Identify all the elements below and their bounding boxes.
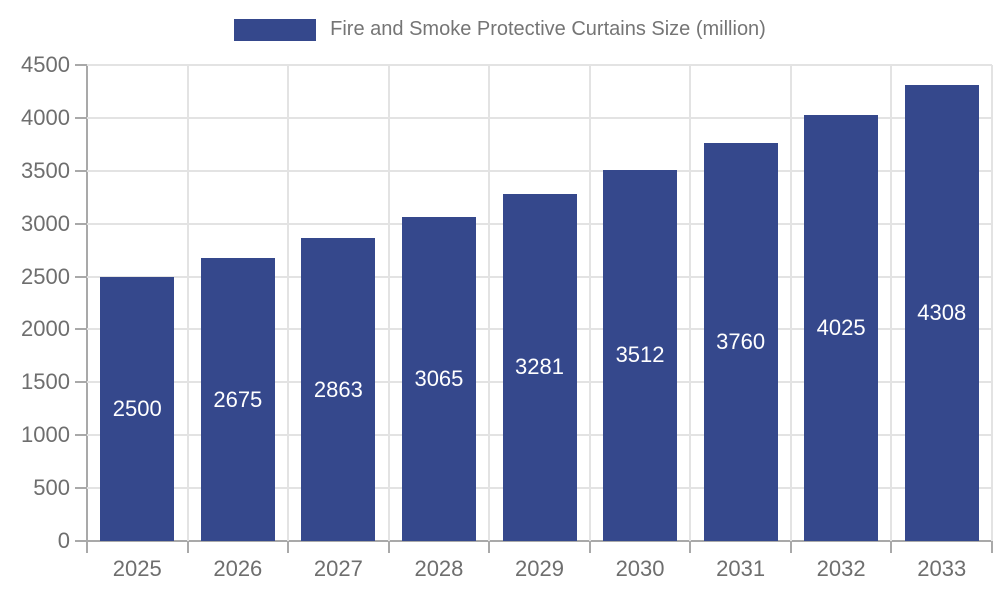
y-axis-tick-label: 2000 [21,316,70,342]
x-axis-tick-label: 2028 [414,556,464,581]
y-axis-tick-label: 1500 [21,369,70,395]
legend[interactable]: Fire and Smoke Protective Curtains Size … [0,18,1000,41]
v-gridline [588,65,591,541]
h-gridline [87,64,992,66]
y-axis-tick-label: 3500 [21,157,70,183]
x-axis-tick-label: 2026 [213,556,263,581]
bar: 2500 [100,276,175,541]
x-axis-tick-label: 2033 [917,556,967,581]
x-axis-tick [789,541,792,553]
y-axis-tick [75,116,87,119]
y-axis-tick-label: 4500 [21,52,70,77]
x-axis-tick-label: 2027 [313,556,363,581]
h-gridline [87,116,992,119]
plot-area: 0 500 1000 1500 2000 2500 3000 3500 4000 4500 2500… [21,54,993,580]
bar: 2675 [200,258,275,541]
h-gridline [87,169,992,172]
y-axis-tick-label: 0 [57,528,70,553]
bar-value-label: 3065 [414,365,464,391]
y-axis-tick-label: 2500 [21,263,70,289]
y-axis-tick-label: 3000 [21,210,70,236]
bar: 3281 [502,193,577,541]
bar: 3512 [603,169,678,541]
x-axis-tick-label: 2031 [716,556,766,581]
bar: 2863 [301,238,376,541]
bar-value-label: 2675 [213,386,263,412]
x-axis-tick [991,541,993,553]
x-axis-tick [86,541,88,553]
x-axis-tick-label: 2025 [112,556,162,581]
legend-swatch [234,18,317,41]
bar-value-label: 4308 [917,300,967,326]
x-axis-tick-label: 2030 [615,556,665,581]
bar: 4025 [804,115,879,541]
v-gridline [186,65,189,541]
bar-value-label: 4025 [816,315,866,341]
legend-label: Fire and Smoke Protective Curtains Size … [330,18,766,40]
y-axis-tick-label: 1000 [21,422,70,448]
v-gridline [689,65,692,541]
y-axis-tick [75,222,87,225]
y-axis-tick [75,169,87,172]
y-axis-tick [75,540,87,542]
bar-value-label: 3512 [615,342,665,368]
x-axis-tick [890,541,893,553]
y-axis-tick-label: 4000 [21,104,70,130]
v-gridline [287,65,290,541]
bar-value-label: 3760 [716,329,766,355]
y-axis-line [86,65,88,542]
x-axis-tick [186,541,189,553]
y-axis-tick [75,381,87,384]
y-axis-tick [75,487,87,490]
x-axis-tick [689,541,692,553]
x-axis-tick [488,541,491,553]
x-axis-tick [387,541,390,553]
x-axis-tick-label: 2029 [515,556,564,581]
x-axis-tick-label: 2032 [816,556,866,581]
v-gridline [789,65,792,541]
bar: 4308 [904,85,979,541]
x-axis-tick [287,541,290,553]
v-gridline [991,65,993,541]
bar: 3760 [703,143,778,541]
v-gridline [890,65,893,541]
bar-value-label: 2863 [313,376,363,402]
v-gridline [387,65,390,541]
bar: 3065 [401,216,476,541]
bar-value-label: 2500 [112,395,162,421]
y-axis-tick [75,275,87,278]
v-gridline [488,65,491,541]
y-axis-tick [75,434,87,437]
x-axis-line [86,540,992,542]
x-axis-tick [588,541,591,553]
y-axis-tick-label: 500 [33,475,70,501]
y-axis-tick [75,64,87,66]
bar-value-label: 3281 [515,354,564,380]
y-axis-tick [75,328,87,331]
